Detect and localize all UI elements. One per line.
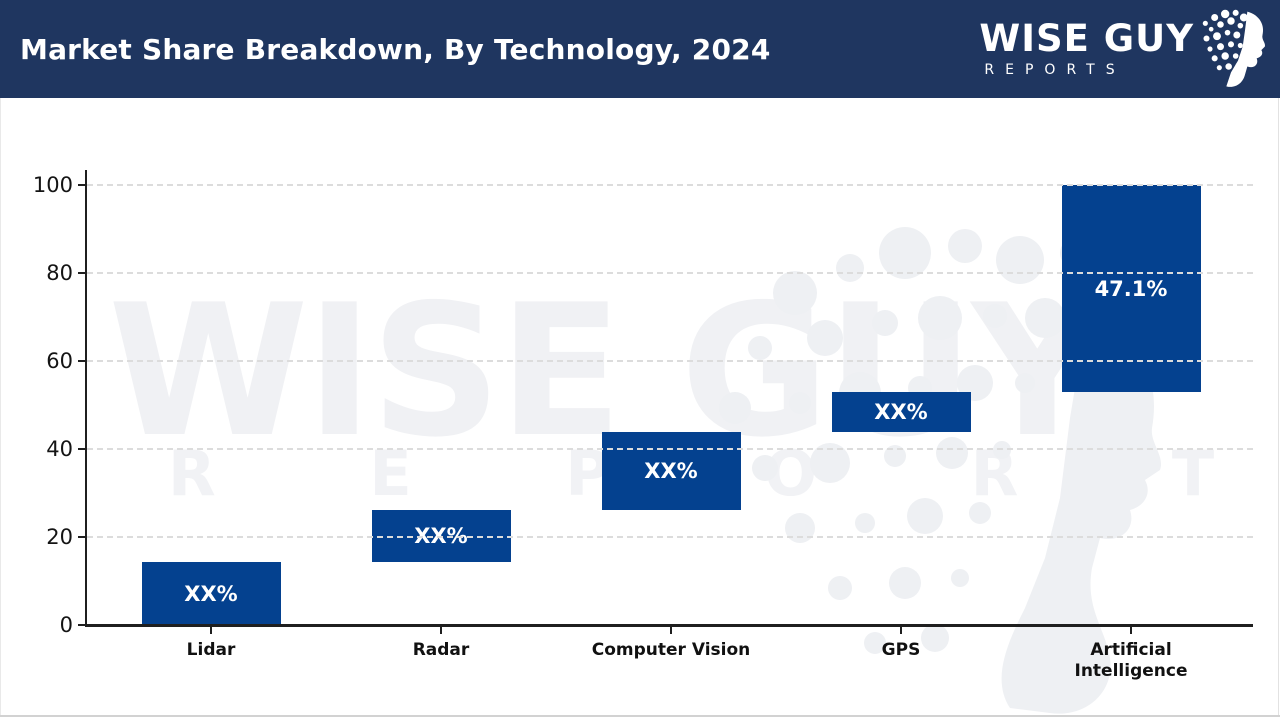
- y-gridline: [87, 536, 1253, 538]
- y-gridline: [87, 360, 1253, 362]
- y-tick-mark: [78, 448, 87, 450]
- y-tick-label: 40: [46, 437, 73, 461]
- x-category-label: Artificial Intelligence: [1074, 640, 1188, 682]
- y-tick-mark: [78, 272, 87, 274]
- bar-value-label: XX%: [874, 400, 928, 425]
- y-gridline: [87, 448, 1253, 450]
- bottom-border: [0, 715, 1280, 717]
- y-tick-mark: [78, 536, 87, 538]
- x-category-label: Computer Vision: [591, 640, 751, 660]
- y-gridline: [87, 272, 1253, 274]
- x-category-label: Radar: [412, 640, 470, 660]
- waterfall-bar: XX%: [601, 431, 741, 511]
- waterfall-bar: XX%: [141, 562, 281, 625]
- waterfall-bar: XX%: [831, 392, 971, 432]
- y-gridline: [87, 184, 1253, 186]
- bar-value-label: XX%: [644, 458, 698, 483]
- y-tick-mark: [78, 624, 87, 626]
- wiseguy-logo: WISE GUY REPORTS: [979, 7, 1266, 91]
- x-category-label: GPS: [881, 640, 921, 660]
- y-tick-mark: [78, 360, 87, 362]
- y-tick-mark: [78, 184, 87, 186]
- header: Market Share Breakdown, By Technology, 2…: [0, 0, 1280, 98]
- bar-value-label: XX%: [184, 581, 238, 606]
- x-category-label: Lidar: [186, 640, 236, 660]
- x-tick-mark: [670, 625, 672, 634]
- x-tick-mark: [210, 625, 212, 634]
- left-border: [0, 98, 1, 716]
- logo-wordmark: WISE GUY: [979, 17, 1194, 60]
- y-tick-label: 0: [59, 613, 73, 637]
- logo-subtitle: REPORTS: [984, 62, 1126, 78]
- y-tick-label: 60: [46, 349, 73, 373]
- logo-text: WISE GUY REPORTS: [979, 20, 1194, 78]
- x-tick-mark: [440, 625, 442, 634]
- x-axis-spine: [85, 624, 1253, 627]
- bar-value-label: 47.1%: [1094, 276, 1168, 301]
- x-tick-mark: [900, 625, 902, 634]
- y-tick-label: 20: [46, 525, 73, 549]
- y-axis-spine: [85, 170, 87, 625]
- wiseguy-head-icon: [1202, 9, 1266, 87]
- right-border: [1278, 98, 1279, 716]
- page-title: Market Share Breakdown, By Technology, 2…: [20, 32, 771, 66]
- y-tick-label: 80: [46, 261, 73, 285]
- y-tick-label: 100: [32, 173, 73, 197]
